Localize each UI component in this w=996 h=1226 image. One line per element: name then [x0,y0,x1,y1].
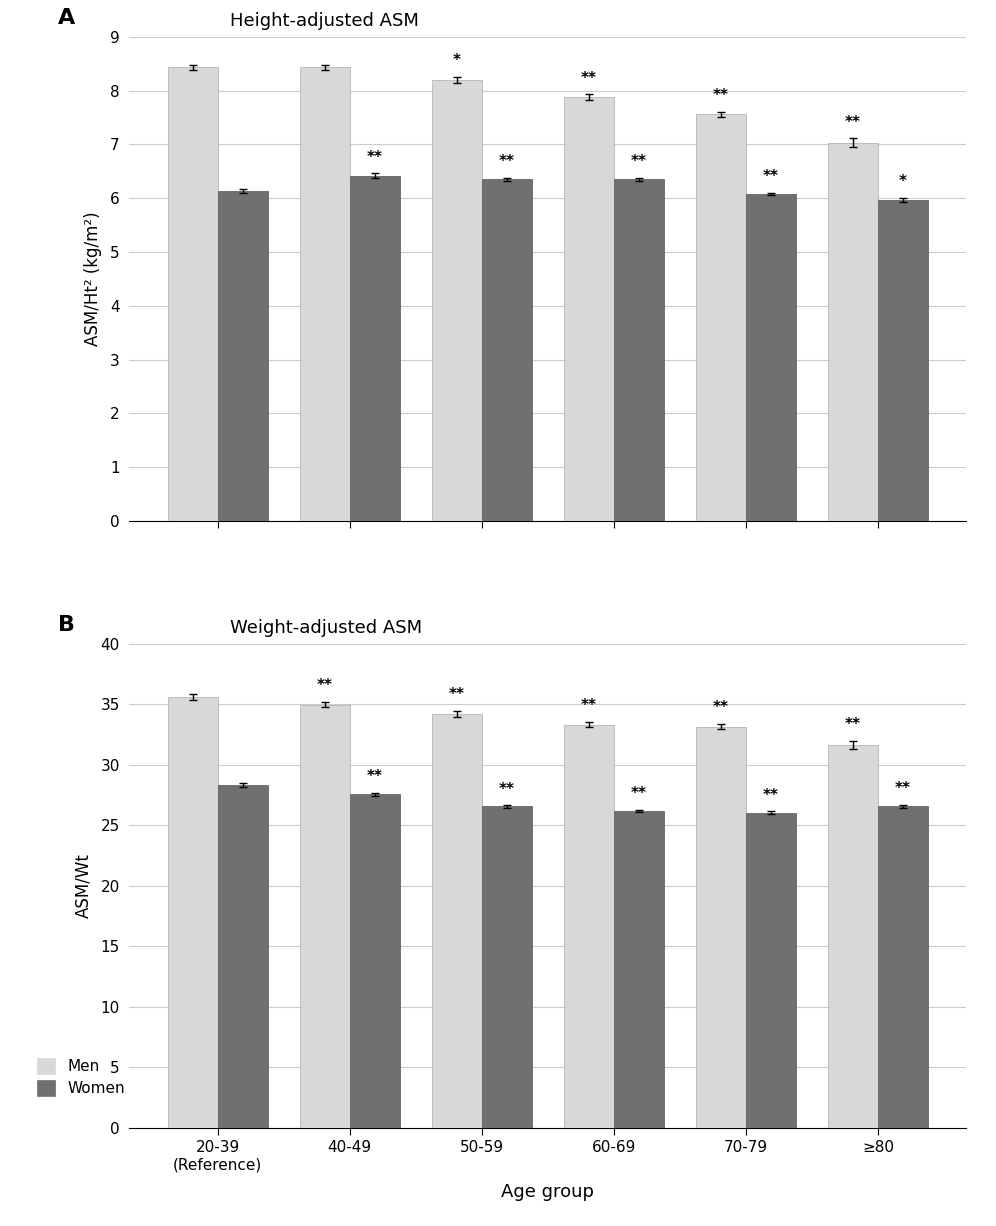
Text: B: B [59,614,76,635]
Bar [300,67,350,521]
Bar [695,114,746,521]
Text: **: ** [713,88,729,103]
Text: **: ** [713,700,729,715]
Bar [877,200,928,521]
Bar [167,698,218,1128]
Text: *: * [899,174,907,189]
Bar [218,191,268,521]
Bar [746,813,796,1128]
Text: Height-adjusted ASM: Height-adjusted ASM [230,12,418,29]
Bar [828,142,877,521]
Bar [746,194,796,521]
Bar [167,67,218,521]
Bar [482,807,532,1128]
Text: **: ** [499,781,515,797]
Bar [218,785,268,1128]
Text: **: ** [367,150,382,164]
Text: **: ** [499,154,515,169]
Bar [350,794,400,1128]
Bar [482,179,532,521]
Text: A: A [59,7,76,28]
Text: **: ** [581,71,597,86]
Text: **: ** [367,769,382,785]
Bar [350,175,400,521]
Bar [564,725,614,1128]
Bar [614,179,664,521]
Text: **: ** [581,699,597,714]
Bar [614,810,664,1128]
Bar [828,744,877,1128]
Text: Weight-adjusted ASM: Weight-adjusted ASM [230,619,422,636]
Text: **: ** [763,787,779,803]
Text: **: ** [630,154,647,169]
Text: **: ** [448,688,465,702]
Text: *: * [453,54,461,69]
Text: **: ** [317,678,333,694]
Legend: Men, Women: Men, Women [37,1058,124,1096]
Bar [431,80,482,521]
Text: **: ** [845,115,861,130]
Text: **: ** [895,781,911,796]
Y-axis label: ASM/Ht² (kg/m²): ASM/Ht² (kg/m²) [84,212,102,346]
Bar [695,727,746,1128]
Bar [877,807,928,1128]
Text: **: ** [763,169,779,184]
Bar [300,705,350,1128]
Bar [564,97,614,521]
Text: **: ** [630,786,647,801]
Text: **: ** [845,717,861,732]
Y-axis label: ASM/Wt: ASM/Wt [74,853,92,918]
X-axis label: Age group: Age group [501,1183,595,1201]
Bar [431,714,482,1128]
